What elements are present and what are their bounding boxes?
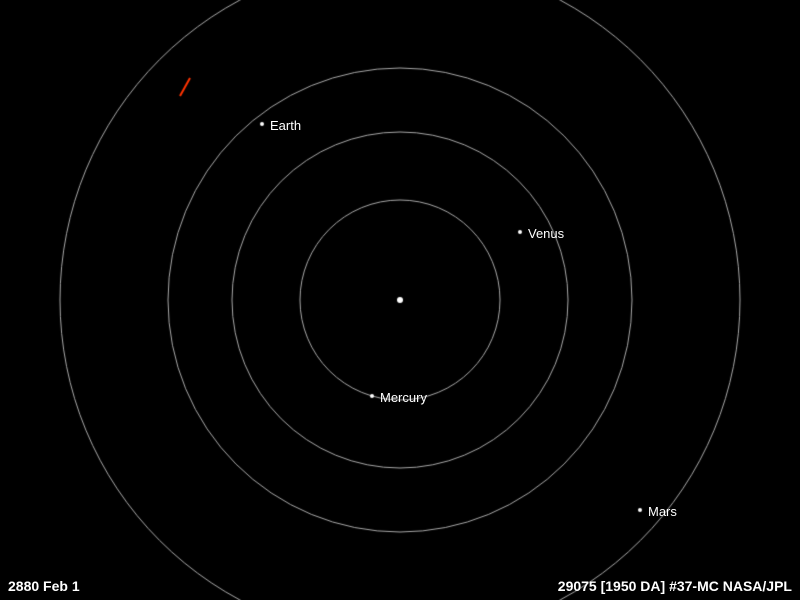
orbit-diagram-canvas xyxy=(0,0,800,600)
date-label: 2880 Feb 1 xyxy=(8,578,80,594)
credit-label: 29075 [1950 DA] #37-MC NASA/JPL xyxy=(558,578,792,594)
